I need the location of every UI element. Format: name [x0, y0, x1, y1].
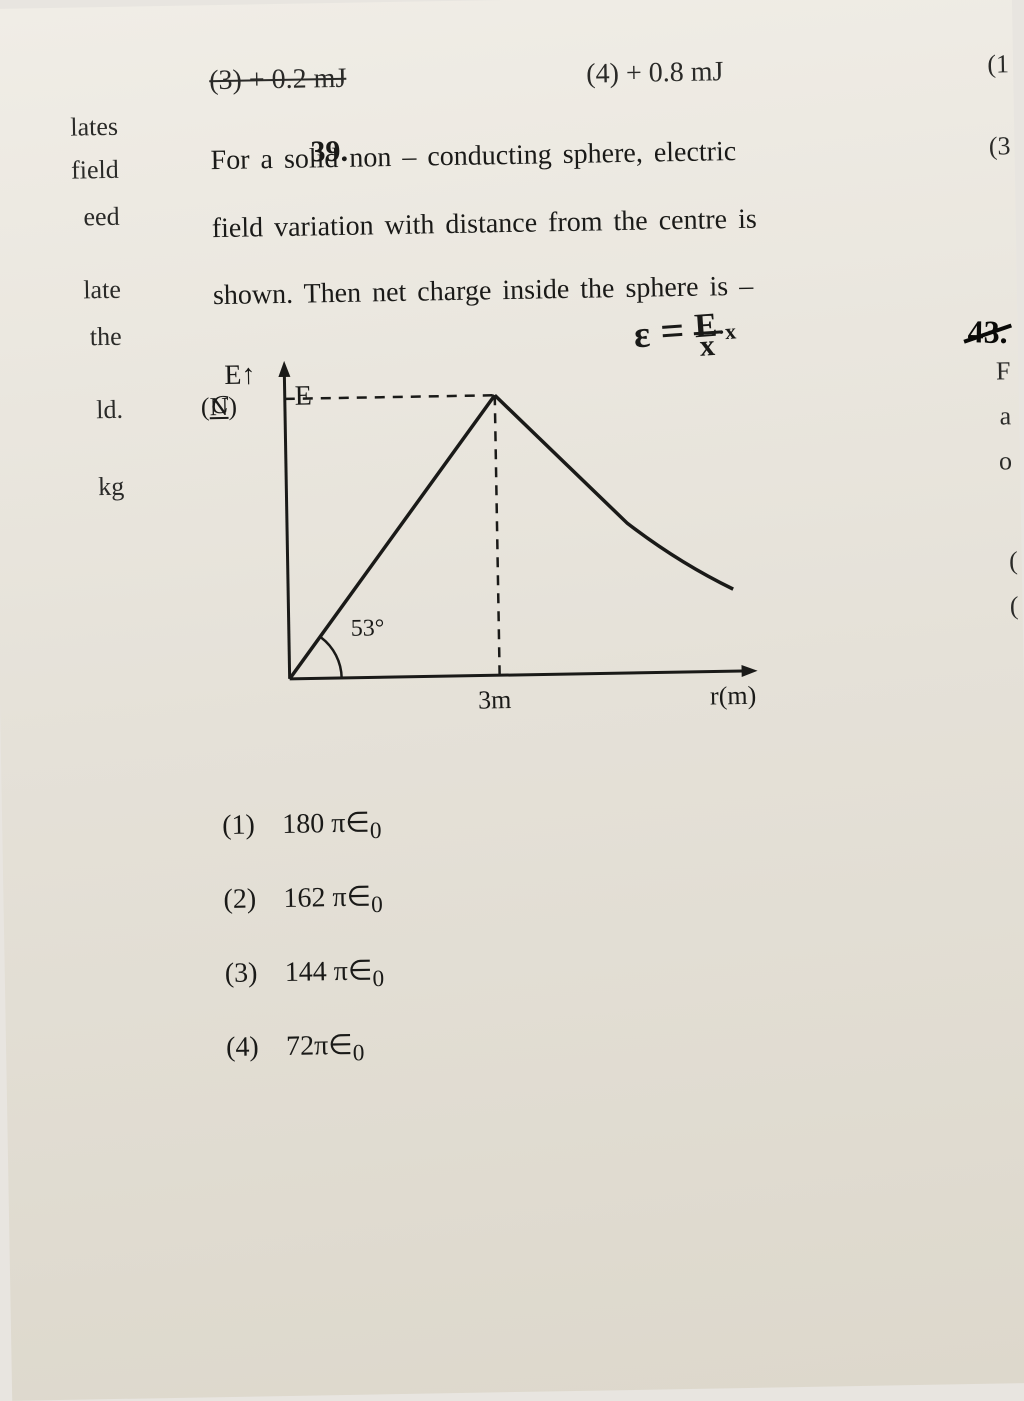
right-margin-text: (1 (3 F a o ( ( — [942, 0, 1024, 1384]
x-axis — [290, 671, 750, 679]
edge-text: ( — [1009, 546, 1018, 576]
linear-segment — [285, 395, 500, 679]
edge-text: o — [999, 446, 1013, 476]
y-axis-arrow — [278, 361, 290, 377]
option-1: (1) 180 π∈0 — [222, 777, 987, 865]
margin-word: field — [71, 155, 119, 186]
question-number: 39. — [310, 135, 348, 170]
question-line-3: shown. Then net charge inside the sphere… — [213, 259, 978, 320]
y-axis — [284, 369, 289, 679]
x-tick-label: 3m — [478, 685, 512, 716]
margin-word: kg — [98, 472, 125, 502]
margin-word: lates — [70, 112, 118, 143]
margin-word: ld. — [96, 395, 123, 425]
prev-option-3: (3) + 0.2 mJ — [209, 63, 347, 97]
option-2: (2) 162 π∈0 — [223, 851, 988, 939]
question-line-2: field variation with distance from the c… — [211, 191, 976, 252]
page-container: lates field eed late the ld. kg (3) + 0.… — [0, 0, 1024, 1401]
x-axis-label: r(m) — [710, 681, 757, 712]
e-label: E — [294, 380, 312, 412]
edge-text: (3 — [989, 131, 1011, 161]
decay-curve — [495, 391, 733, 593]
peak-vertical-dashed — [495, 395, 500, 675]
x-axis-arrow — [741, 664, 757, 676]
answer-options: (1) 180 π∈0 (2) 162 π∈0 (3) 144 π∈0 (4) … — [222, 777, 991, 1087]
angle-label: 53° — [351, 615, 385, 643]
y-unit-label: (N) C — [201, 392, 238, 453]
edge-text: a — [999, 401, 1011, 431]
struck-number: 43. — [967, 313, 1008, 351]
prev-option-4: (4) + 0.8 mJ — [586, 56, 724, 90]
e-level-dashed — [285, 395, 495, 399]
edge-text: F — [996, 356, 1011, 386]
left-margin-text: lates field eed late the ld. kg — [0, 7, 152, 1401]
edge-text: ( — [1010, 591, 1019, 621]
edge-text: (1 — [987, 49, 1009, 79]
y-axis-top-label: E↑ — [224, 359, 256, 392]
margin-word: the — [90, 322, 122, 353]
diagram: E↑ (N) C E 53° 3m r(m) — [234, 327, 985, 760]
angle-arc — [321, 637, 342, 678]
margin-word: late — [83, 275, 121, 306]
question-block: 39. For a solid non – conducting sphere,… — [150, 124, 977, 321]
previous-question-options: (3) + 0.2 mJ (4) + 0.8 mJ — [149, 52, 973, 98]
margin-word: eed — [83, 202, 120, 233]
option-3: (3) 144 π∈0 — [224, 925, 989, 1013]
option-4: (4) 72π∈0 — [225, 999, 990, 1087]
chart-svg — [234, 330, 781, 739]
